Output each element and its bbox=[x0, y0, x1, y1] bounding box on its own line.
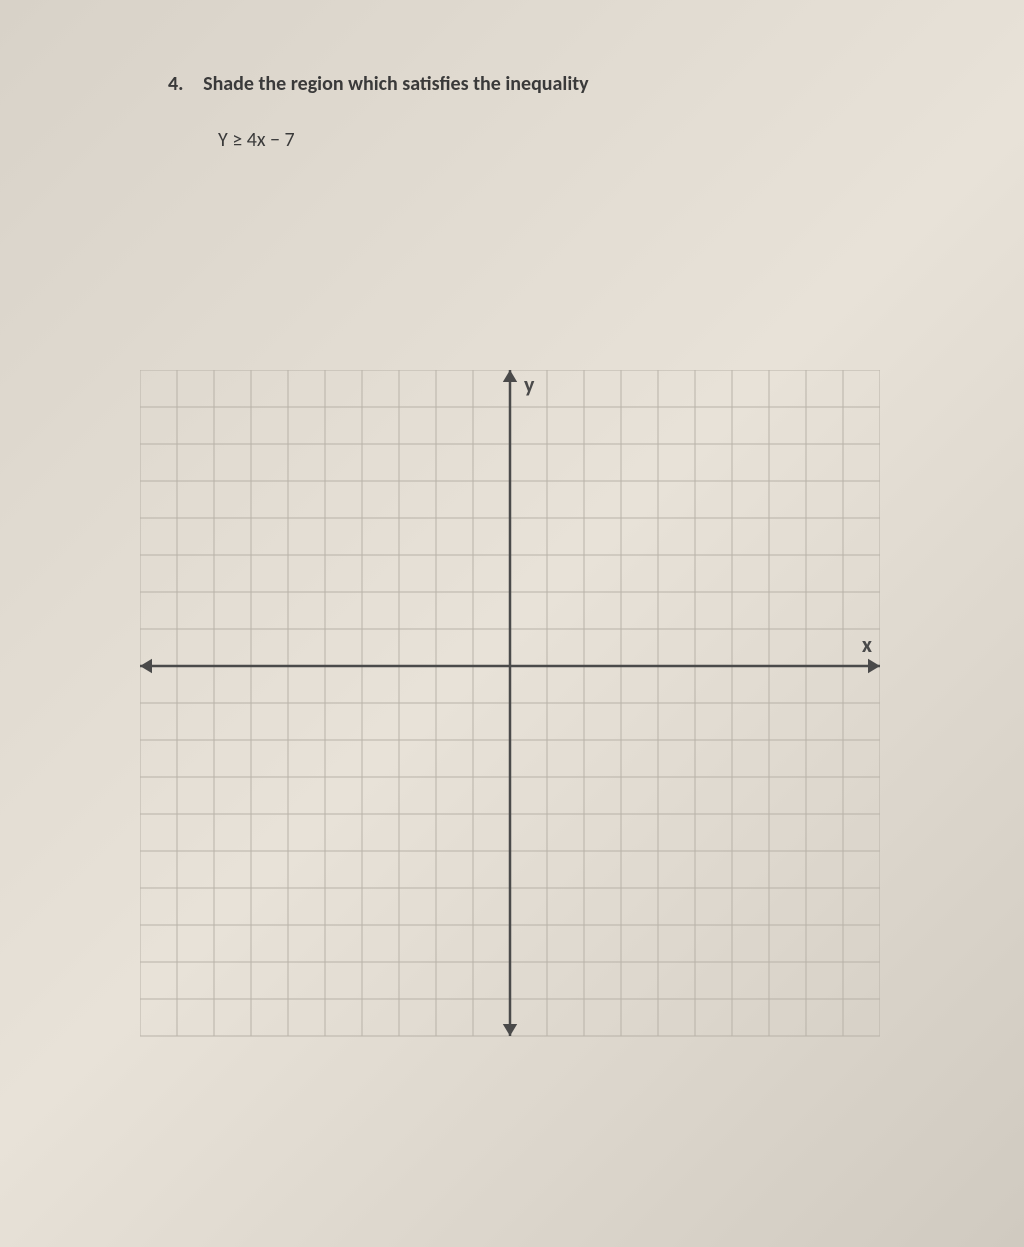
inequality-expression: Y ≥ 4x − 7 bbox=[218, 128, 295, 152]
coordinate-grid: yx bbox=[140, 370, 880, 1050]
question-number: 4. bbox=[168, 72, 183, 96]
question-block: 4. Shade the region which satisfies the … bbox=[168, 72, 589, 96]
grid-svg: yx bbox=[140, 370, 880, 1050]
x-axis-label: x bbox=[862, 631, 872, 658]
y-axis-label: y bbox=[524, 371, 535, 398]
question-text: Shade the region which satisfies the ine… bbox=[203, 72, 589, 96]
worksheet-page: 4. Shade the region which satisfies the … bbox=[0, 0, 1024, 1247]
